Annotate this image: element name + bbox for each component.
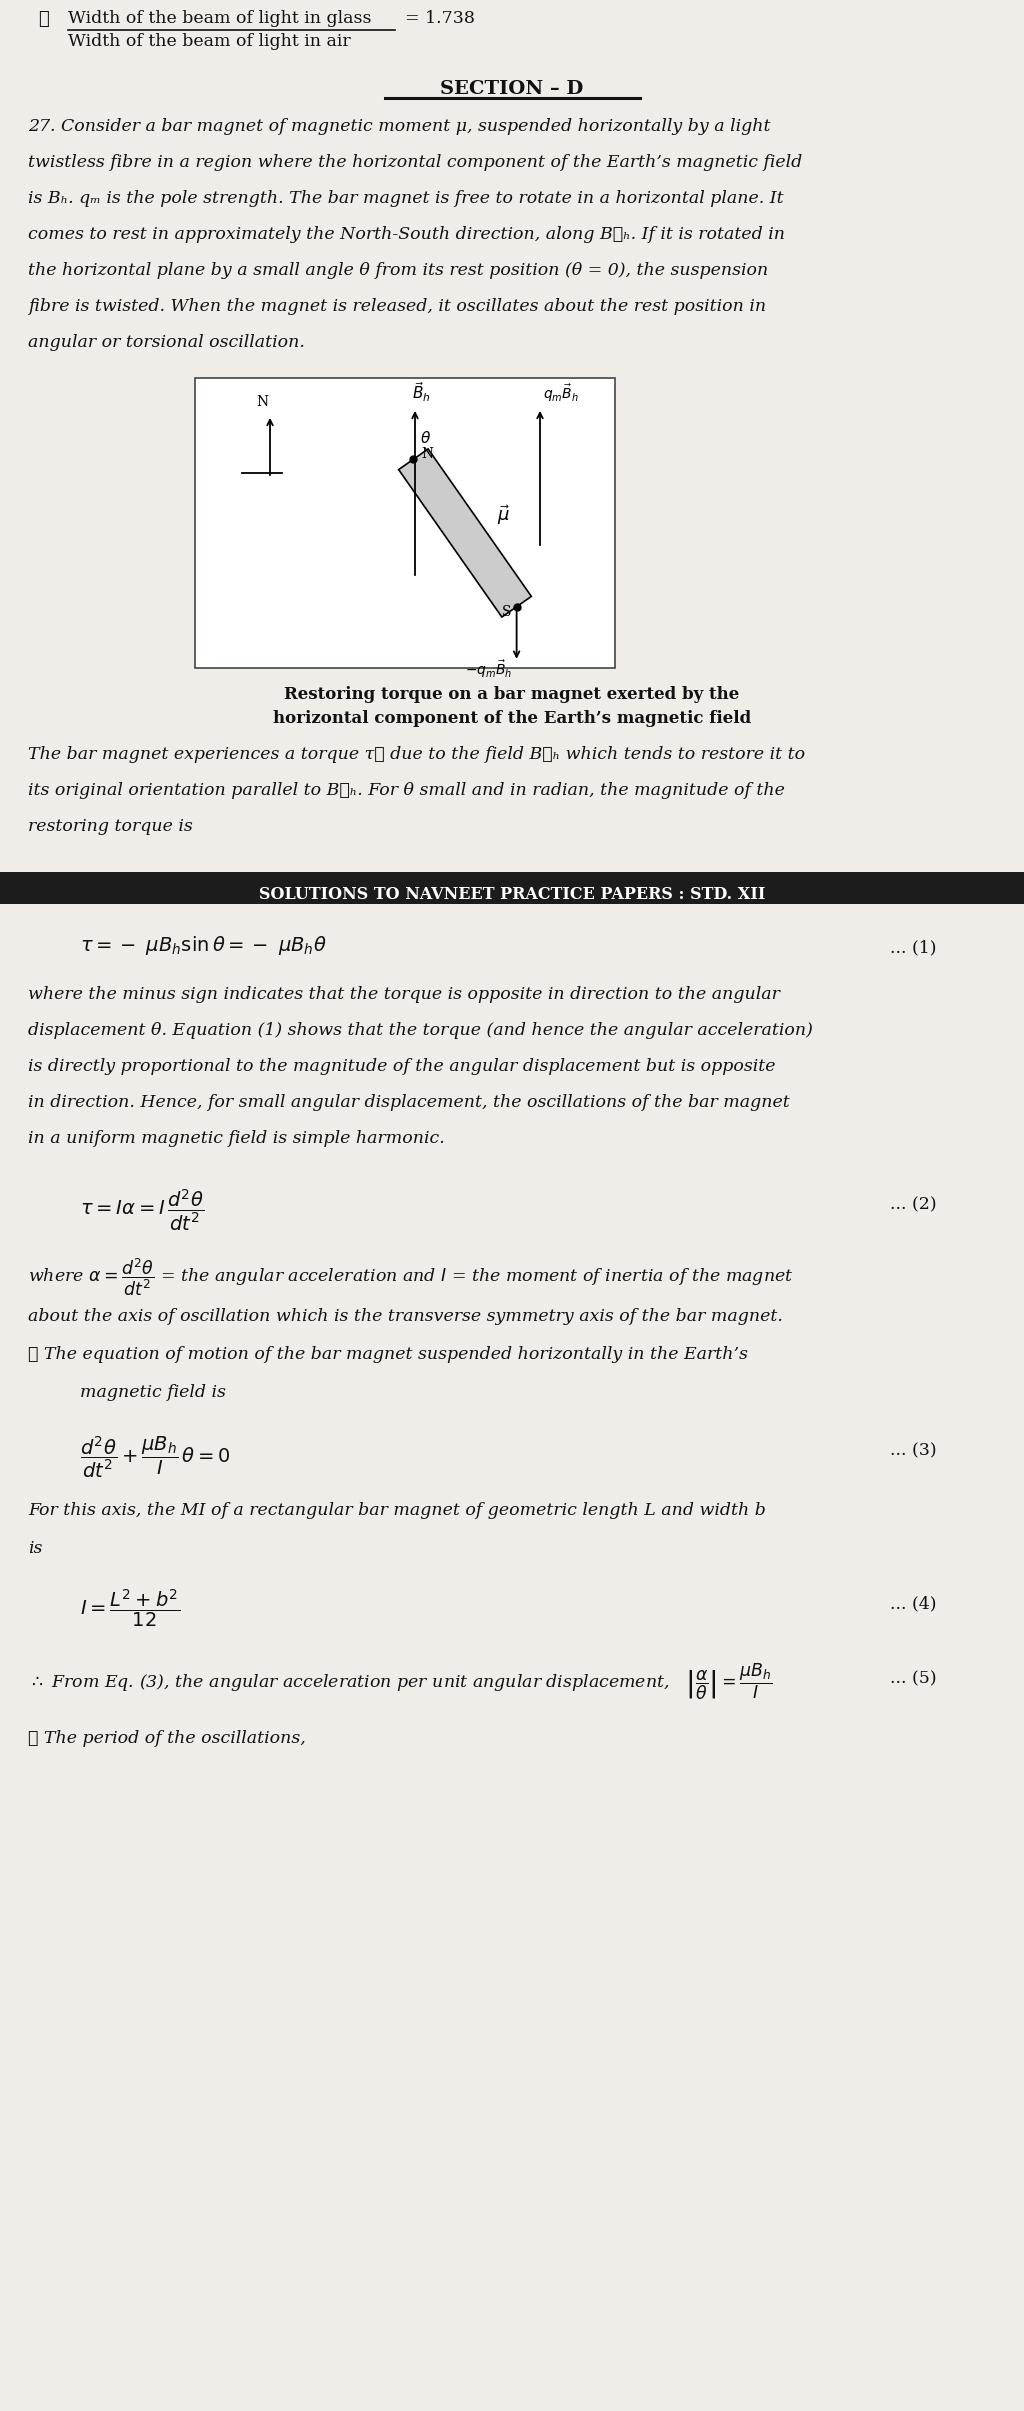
Text: $\tau = -\ \mu B_h \sin\theta = -\ \mu B_h\theta$: $\tau = -\ \mu B_h \sin\theta = -\ \mu B…: [80, 933, 327, 957]
Text: $\therefore$ From Eq. (3), the angular acceleration per unit angular displacemen: $\therefore$ From Eq. (3), the angular a…: [28, 1661, 773, 1702]
Text: $\dfrac{d^2\theta}{dt^2} + \dfrac{\mu B_h}{I}\,\theta = 0$: $\dfrac{d^2\theta}{dt^2} + \dfrac{\mu B_…: [80, 1435, 230, 1480]
Text: $-q_m\vec{B}_h$: $-q_m\vec{B}_h$: [465, 658, 512, 680]
Text: Width of the beam of light in air: Width of the beam of light in air: [68, 34, 351, 51]
Text: ... (5): ... (5): [890, 1671, 937, 1688]
Text: $\theta$: $\theta$: [420, 429, 431, 446]
Text: its original orientation parallel to B⃗ₕ. For θ small and in radian, the magnitu: its original orientation parallel to B⃗ₕ…: [28, 781, 784, 798]
Text: in direction. Hence, for small angular displacement, the oscillations of the bar: in direction. Hence, for small angular d…: [28, 1095, 790, 1111]
Text: ∴ The equation of motion of the bar magnet suspended horizontally in the Earth’s: ∴ The equation of motion of the bar magn…: [28, 1345, 748, 1362]
Text: is Bₕ. qₘ is the pole strength. The bar magnet is free to rotate in a horizontal: is Bₕ. qₘ is the pole strength. The bar …: [28, 190, 783, 207]
Bar: [0, 873, 1024, 904]
Text: the horizontal plane by a small angle θ from its rest position (θ = 0), the susp: the horizontal plane by a small angle θ …: [28, 263, 768, 280]
Text: where $\alpha = \dfrac{d^2\theta}{dt^2}$ = the angular acceleration and $I$ = th: where $\alpha = \dfrac{d^2\theta}{dt^2}$…: [28, 1256, 794, 1297]
Text: is: is: [28, 1541, 42, 1558]
Text: $q_m\vec{B}_h$: $q_m\vec{B}_h$: [543, 383, 579, 405]
Text: is directly proportional to the magnitude of the angular displacement but is opp: is directly proportional to the magnitud…: [28, 1058, 775, 1075]
Text: $I = \dfrac{L^2 + b^2}{12}$: $I = \dfrac{L^2 + b^2}{12}$: [80, 1586, 180, 1630]
Text: N: N: [256, 395, 268, 410]
Text: ... (2): ... (2): [890, 1196, 937, 1213]
Text: comes to rest in approximately the North-South direction, along B⃗ₕ. If it is ro: comes to rest in approximately the North…: [28, 227, 785, 244]
Text: magnetic field is: magnetic field is: [80, 1384, 226, 1401]
Bar: [195, 379, 615, 668]
Text: horizontal component of the Earth’s magnetic field: horizontal component of the Earth’s magn…: [272, 709, 752, 728]
Text: 27. Consider a bar magnet of magnetic moment μ, suspended horizontally by a ligh: 27. Consider a bar magnet of magnetic mo…: [28, 118, 770, 135]
Text: angular or torsional oscillation.: angular or torsional oscillation.: [28, 335, 305, 352]
Text: SOLUTIONS TO NAVNEET PRACTICE PAPERS : STD. XII: SOLUTIONS TO NAVNEET PRACTICE PAPERS : S…: [259, 885, 765, 904]
Text: N: N: [422, 448, 433, 461]
Text: ∴: ∴: [38, 10, 49, 29]
Text: ... (4): ... (4): [890, 1596, 937, 1613]
Text: displacement θ. Equation (1) shows that the torque (and hence the angular accele: displacement θ. Equation (1) shows that …: [28, 1022, 813, 1039]
Text: The bar magnet experiences a torque τ⃗ due to the field B⃗ₕ which tends to resto: The bar magnet experiences a torque τ⃗ d…: [28, 745, 805, 762]
Text: SECTION – D: SECTION – D: [440, 80, 584, 99]
Text: Width of the beam of light in glass: Width of the beam of light in glass: [68, 10, 372, 27]
Text: $\vec{\mu}$: $\vec{\mu}$: [497, 504, 510, 528]
Text: fibre is twisted. When the magnet is released, it oscillates about the rest posi: fibre is twisted. When the magnet is rel…: [28, 299, 766, 316]
Text: ... (3): ... (3): [890, 1442, 937, 1459]
Text: $\tau = I\alpha = I\,\dfrac{d^2\theta}{dt^2}$: $\tau = I\alpha = I\,\dfrac{d^2\theta}{d…: [80, 1189, 204, 1234]
Text: twistless fibre in a region where the horizontal component of the Earth’s magnet: twistless fibre in a region where the ho…: [28, 154, 802, 171]
Text: in a uniform magnetic field is simple harmonic.: in a uniform magnetic field is simple ha…: [28, 1131, 444, 1148]
Text: about the axis of oscillation which is the transverse symmetry axis of the bar m: about the axis of oscillation which is t…: [28, 1309, 783, 1326]
Text: ∴ The period of the oscillations,: ∴ The period of the oscillations,: [28, 1731, 306, 1748]
Text: restoring torque is: restoring torque is: [28, 817, 193, 834]
Polygon shape: [398, 448, 531, 617]
Text: Restoring torque on a bar magnet exerted by the: Restoring torque on a bar magnet exerted…: [285, 687, 739, 704]
Text: where the minus sign indicates that the torque is opposite in direction to the a: where the minus sign indicates that the …: [28, 986, 780, 1003]
Text: S: S: [502, 605, 511, 620]
Text: = 1.738: = 1.738: [406, 10, 475, 27]
Text: For this axis, the MI of a rectangular bar magnet of geometric length L and widt: For this axis, the MI of a rectangular b…: [28, 1502, 766, 1519]
Text: ... (1): ... (1): [890, 938, 937, 957]
Text: $\vec{B}_h$: $\vec{B}_h$: [412, 381, 431, 405]
